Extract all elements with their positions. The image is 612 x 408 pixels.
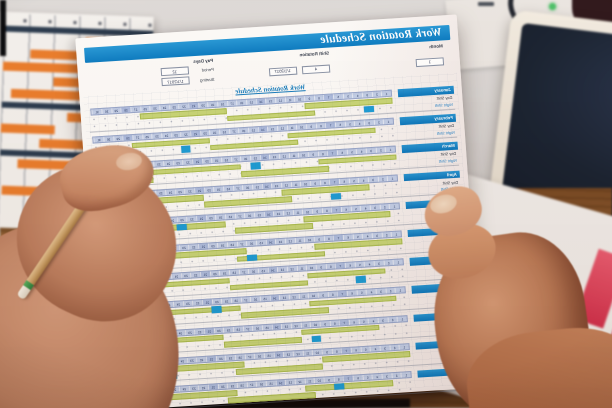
glasses-highlight-dot [549,3,556,10]
background-paper-mark [478,2,494,6]
dark-edge-top-left [0,0,6,56]
